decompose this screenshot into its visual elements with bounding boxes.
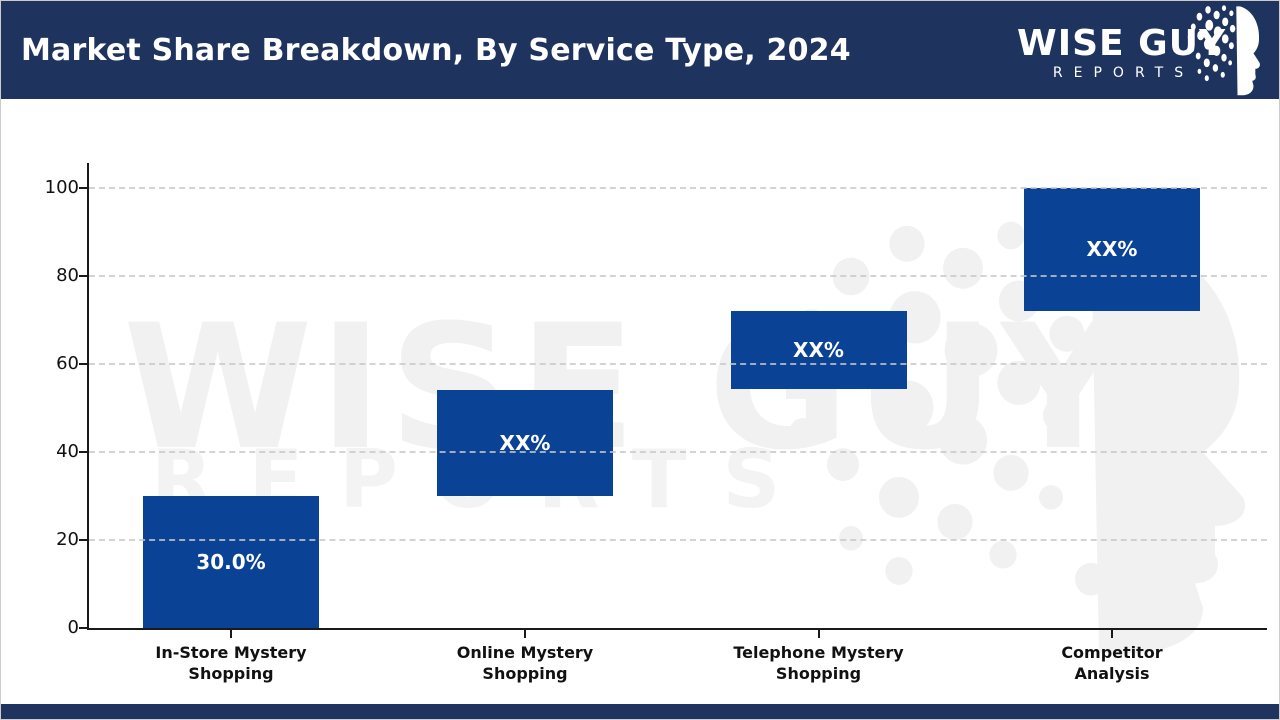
logo-face-dots-icon (1187, 5, 1260, 96)
wise-guy-logo: WISE GUY REPORTS (1017, 1, 1267, 99)
page-title: Market Share Breakdown, By Service Type,… (21, 32, 851, 68)
y-tick-mark-100 (79, 187, 87, 189)
x-category-label-line: In-Store Mystery (155, 643, 307, 662)
x-category-label-line: Shopping (188, 664, 274, 683)
bar-value-label-1: XX% (499, 430, 551, 455)
y-tick-label-20: 20 (56, 529, 79, 550)
x-category-label-3: Competitor Analysis (987, 642, 1237, 684)
x-category-label-1: Online Mystery Shopping (400, 642, 650, 684)
x-category-label-line: Online Mystery (456, 643, 594, 662)
x-category-label-0: In-Store Mystery Shopping (106, 642, 356, 684)
gridline-20 (89, 539, 1267, 541)
gridline-60 (89, 363, 1267, 365)
y-tick-mark-20 (79, 539, 87, 541)
x-category-label-line: Telephone Mystery (733, 643, 904, 662)
y-tick-mark-80 (79, 275, 87, 277)
bar-3: XX% (1024, 188, 1200, 311)
x-category-label-line: Competitor (1061, 643, 1163, 662)
y-tick-label-100: 100 (44, 177, 79, 198)
x-tick-mark-0 (230, 630, 232, 638)
x-axis-spine (87, 628, 1267, 630)
bar-2: XX% (730, 310, 907, 390)
watermark-text-wise-guy: WISE GUY (123, 287, 1132, 488)
x-tick-mark-3 (1111, 630, 1113, 638)
x-tick-mark-1 (524, 630, 526, 638)
gridline-80 (89, 275, 1267, 277)
logo-wise-guy-text: WISE GUY (1017, 23, 1227, 64)
x-category-label-line: Shopping (482, 664, 568, 683)
bar-1: XX% (437, 389, 613, 496)
x-category-label-2: Telephone Mystery Shopping (694, 642, 944, 684)
y-tick-mark-40 (79, 451, 87, 453)
x-category-label-line: Analysis (1074, 664, 1150, 683)
gridline-40 (89, 451, 1267, 453)
footer-bar (1, 704, 1279, 719)
bar-value-label-3: XX% (1086, 237, 1138, 262)
y-tick-label-80: 80 (56, 265, 79, 286)
bar-0: 30.0% (143, 496, 319, 628)
logo-reports-text: REPORTS (1052, 65, 1195, 81)
y-tick-mark-60 (79, 363, 87, 365)
gridline-100 (89, 187, 1267, 189)
y-tick-label-60: 60 (56, 353, 79, 374)
bar-value-label-2: XX% (793, 337, 844, 362)
header-bar: Market Share Breakdown, By Service Type,… (1, 1, 1279, 99)
x-tick-mark-2 (817, 630, 820, 638)
x-category-label-line: Shopping (775, 664, 862, 683)
bar-value-label-0: 30.0% (196, 550, 266, 574)
y-tick-label-40: 40 (56, 441, 79, 462)
y-tick-mark-0 (79, 627, 87, 629)
y-axis-spine (87, 163, 89, 630)
y-tick-label-0: 0 (67, 617, 79, 638)
